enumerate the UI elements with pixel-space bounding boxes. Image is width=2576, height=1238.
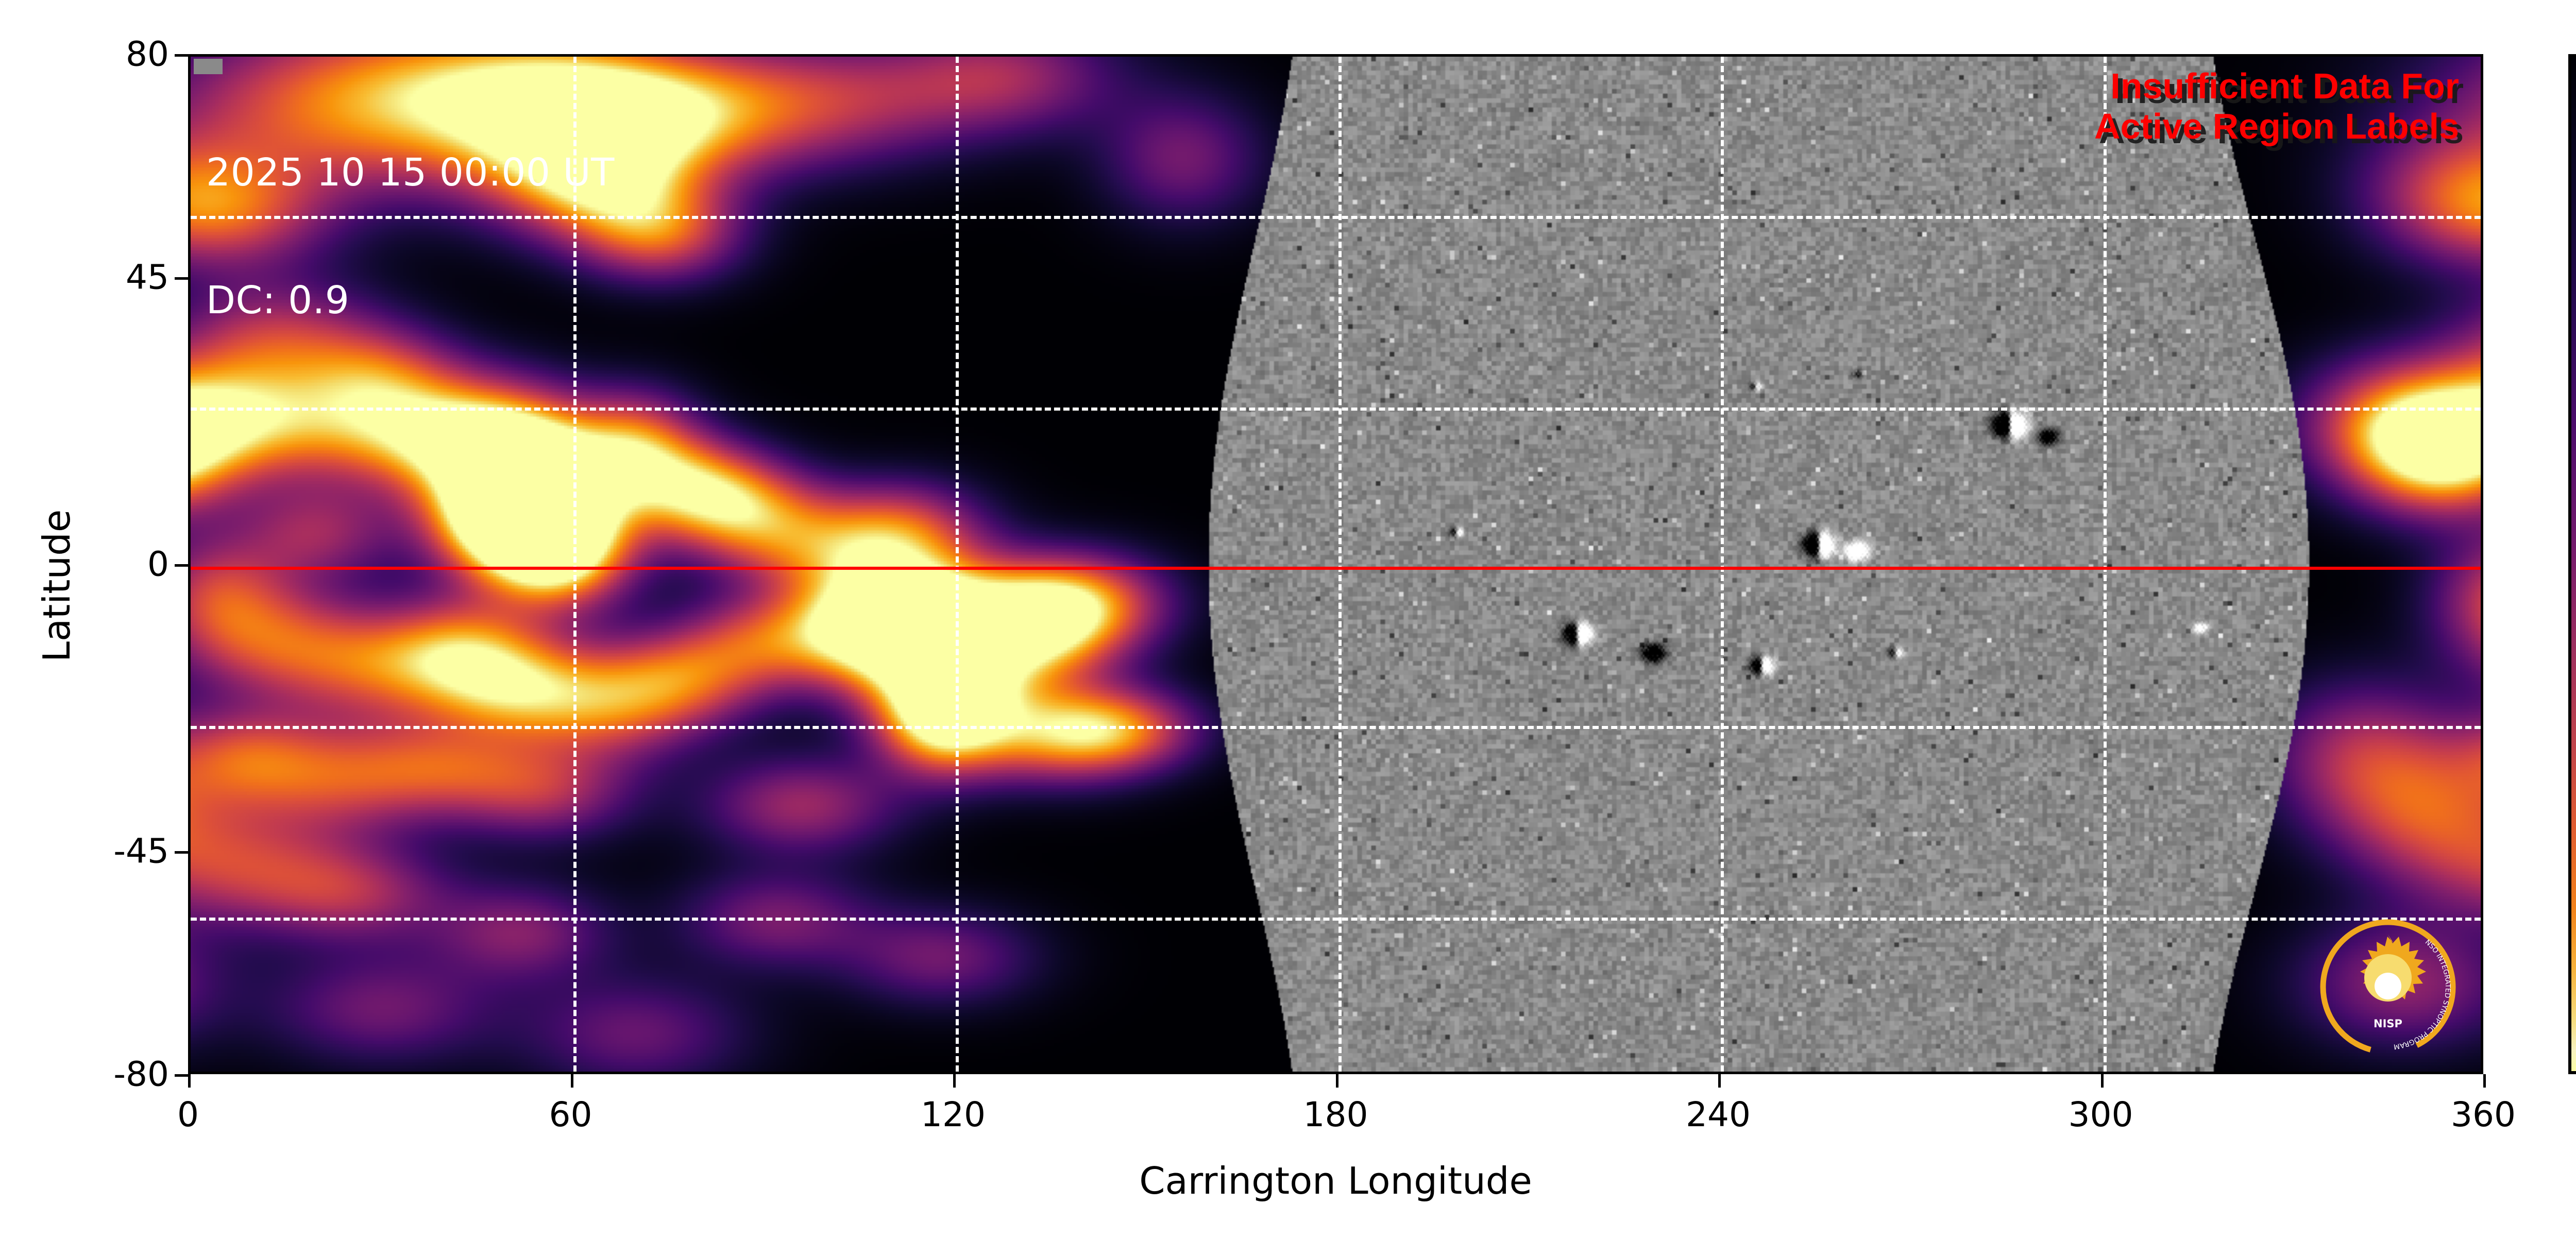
y-tick-label: -45 [113, 831, 169, 871]
warning-line-2: Active Region Labels [2094, 106, 2459, 147]
y-tick [175, 564, 188, 567]
y-tick [175, 851, 188, 854]
y-axis-label: Latitude [35, 509, 78, 663]
y-tick-label: 0 [147, 544, 169, 584]
warning-line-1: Insufficient Data For [2110, 66, 2459, 106]
farside-colorbar [2568, 54, 2576, 1074]
synoptic-map-axes: 2025 10 15 00:00 UT DC: 0.9 Insufficient… [188, 54, 2483, 1074]
nisp-logo-icon: NISP NSO INTEGRATED SYNOPTIC PROGRAM [2320, 919, 2456, 1055]
x-axis-label: Carrington Longitude [1139, 1159, 1532, 1202]
duty-cycle-text: DC: 0.9 [206, 278, 350, 323]
data-artifact-patch [194, 59, 223, 74]
x-tick-label: 300 [2068, 1095, 2133, 1134]
x-tick [188, 1074, 191, 1088]
sun-flare-glyph [2360, 935, 2426, 1002]
x-tick [2483, 1074, 2486, 1088]
x-tick-label: 180 [1303, 1095, 1368, 1134]
y-tick-label: 80 [126, 34, 169, 74]
y-tick-label: 45 [126, 257, 169, 297]
insufficient-data-warning: Insufficient Data For Active Region Labe… [2094, 66, 2459, 147]
timestamp-overlay: 2025 10 15 00:00 UT DC: 0.9 [206, 66, 615, 408]
synoptic-map-image [191, 57, 2481, 1072]
x-tick-label: 60 [549, 1095, 592, 1134]
y-tick [175, 1074, 188, 1077]
timestamp-text: 2025 10 15 00:00 UT [206, 150, 615, 195]
x-tick-label: 240 [1686, 1095, 1751, 1134]
x-tick [2100, 1074, 2104, 1088]
nisp-logo: NISP NSO INTEGRATED SYNOPTIC PROGRAM [2311, 910, 2465, 1064]
x-tick [1718, 1074, 1721, 1088]
y-tick [175, 54, 188, 57]
x-tick-label: 360 [2451, 1095, 2516, 1134]
y-tick [175, 277, 188, 280]
x-tick [570, 1074, 573, 1088]
x-tick-label: 120 [921, 1095, 986, 1134]
farside-colorbar-gradient [2571, 57, 2576, 1071]
y-tick-label: -80 [113, 1054, 169, 1094]
x-tick-label: 0 [177, 1095, 199, 1134]
x-tick [953, 1074, 956, 1088]
x-tick [1335, 1074, 1338, 1088]
nisp-acronym-text: NISP [2374, 1017, 2402, 1030]
